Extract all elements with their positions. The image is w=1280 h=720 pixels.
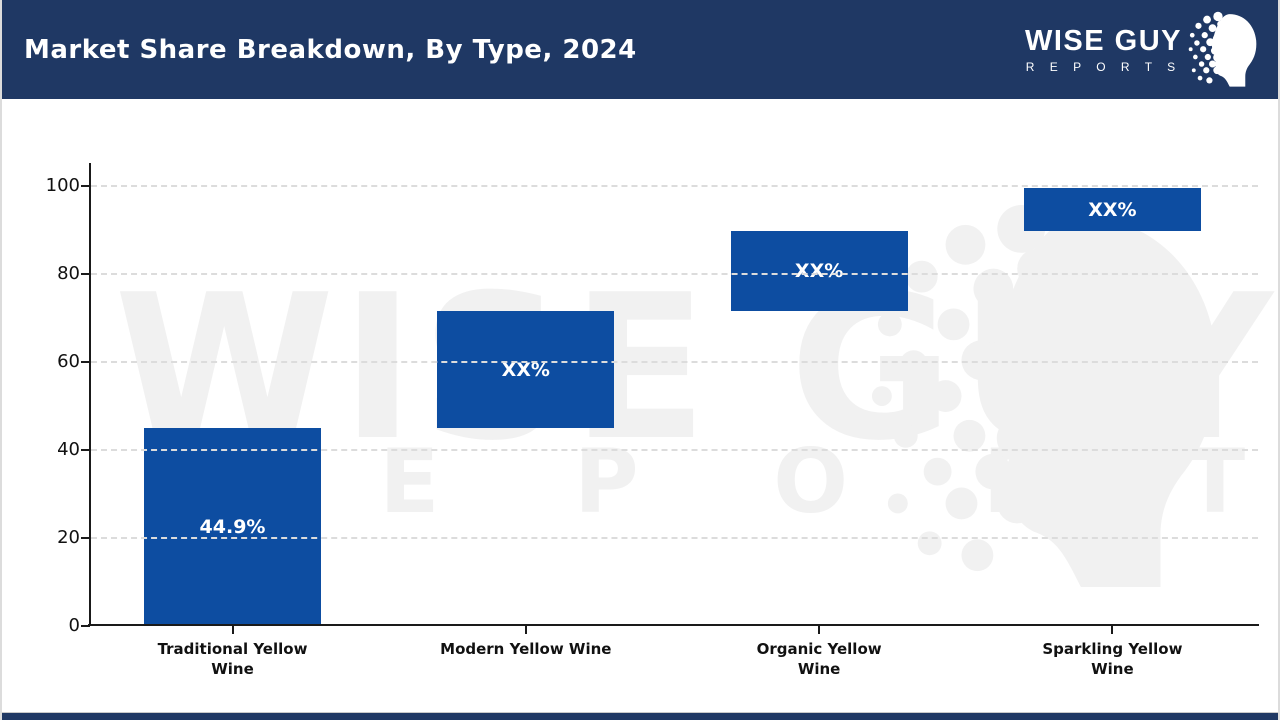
chart-title: Market Share Breakdown, By Type, 2024	[24, 34, 637, 65]
y-tick-mark	[81, 360, 90, 363]
y-tick-label: 100	[45, 175, 80, 197]
header-bar: Market Share Breakdown, By Type, 2024 WI…	[2, 0, 1278, 99]
x-category-label: Modern Yellow Wine	[440, 640, 612, 658]
bar: XX%	[437, 310, 615, 429]
y-tick-label: 80	[57, 262, 80, 284]
bar: 44.9%	[144, 428, 321, 626]
x-axis-spine	[88, 624, 1259, 626]
y-tick-mark	[81, 185, 90, 188]
logo-tagline: R E P O R T S	[1025, 60, 1182, 74]
bar-value-label: 44.9%	[199, 515, 266, 538]
logo-face-icon	[1188, 11, 1257, 87]
logo-name: WISE GUY	[1024, 25, 1182, 57]
y-tick-mark	[81, 624, 90, 627]
x-category-label: Sparkling Yellow Wine	[1042, 640, 1183, 678]
y-axis-spine	[89, 163, 91, 626]
y-tick-label: 20	[57, 526, 80, 548]
bar-value-label: XX%	[794, 259, 844, 282]
y-tick-mark	[81, 448, 90, 451]
wise-guy-reports-logo: WISE GUY R E P O R T S	[1025, 0, 1264, 99]
y-tick-label: 0	[68, 614, 80, 636]
y-tick-label: 40	[57, 438, 80, 460]
bar: XX%	[1023, 188, 1201, 231]
x-category-label: Traditional Yellow Wine	[157, 640, 308, 678]
gridline	[91, 185, 1258, 188]
x-tick-mark	[231, 626, 234, 634]
watermark-face-dots	[871, 205, 1217, 588]
logo-text: WISE GUY R E P O R T S	[1025, 25, 1182, 74]
x-category-label: Organic Yellow Wine	[756, 640, 882, 678]
x-tick-mark	[524, 626, 527, 634]
y-tick-label: 60	[57, 350, 80, 372]
y-tick-mark	[81, 272, 90, 275]
x-tick-mark	[1111, 626, 1114, 634]
bar-value-label: XX%	[501, 358, 550, 381]
footer-bar	[2, 712, 1278, 720]
bar-value-label: XX%	[1088, 198, 1137, 221]
bar: XX%	[730, 230, 908, 311]
x-tick-mark	[818, 626, 821, 634]
y-tick-mark	[81, 536, 90, 539]
